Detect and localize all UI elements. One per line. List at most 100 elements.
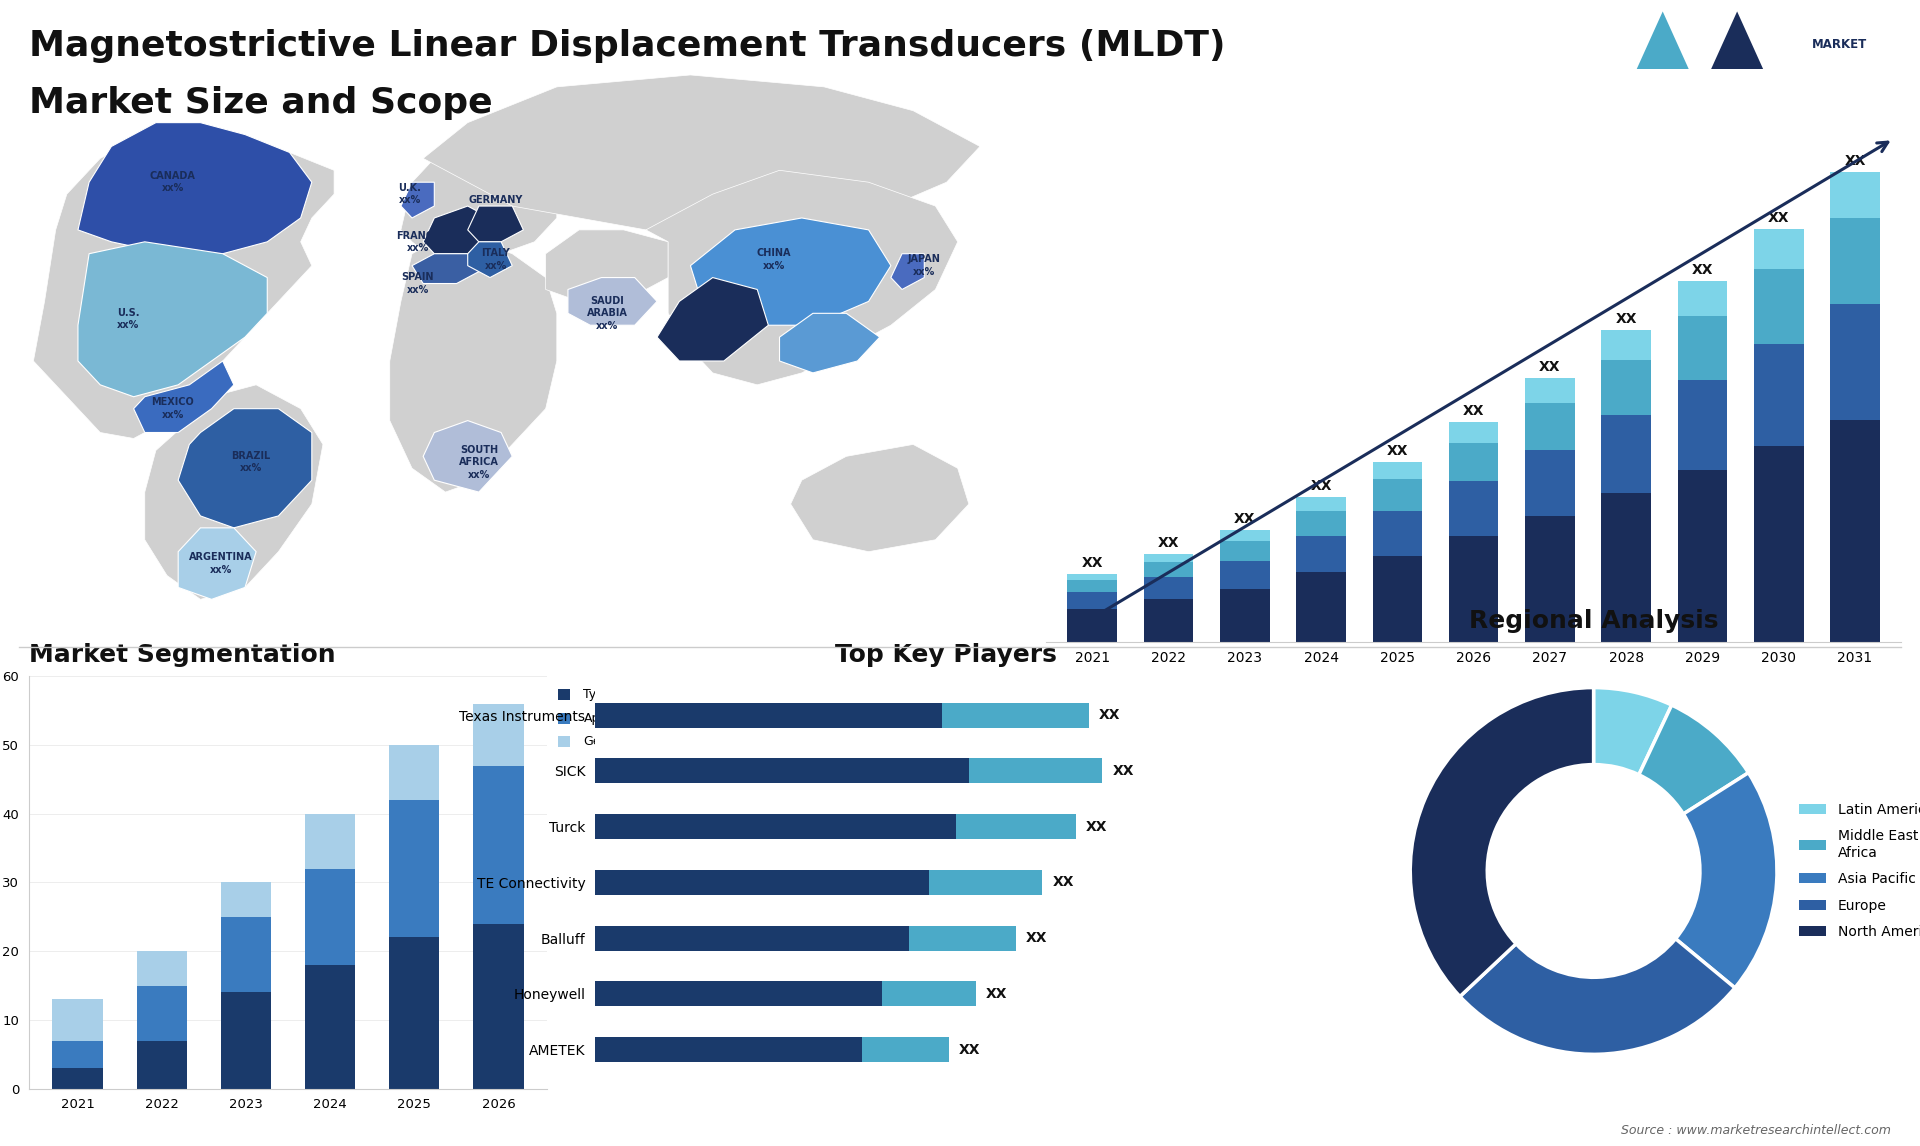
Bar [1373, 511, 1423, 556]
Text: XX: XX [1098, 708, 1121, 722]
Wedge shape [1459, 939, 1736, 1054]
Polygon shape [468, 206, 524, 242]
Bar [1524, 449, 1574, 516]
Text: MARKET: MARKET [1812, 38, 1866, 50]
Polygon shape [791, 445, 970, 551]
Text: XX: XX [1692, 262, 1713, 276]
Text: U.K.
xx%: U.K. xx% [397, 183, 420, 205]
Bar [881, 981, 975, 1006]
Bar [390, 800, 440, 937]
Polygon shape [33, 123, 334, 439]
Bar [1219, 529, 1269, 541]
Bar [1830, 218, 1880, 304]
Bar [1755, 344, 1803, 446]
Bar [1524, 378, 1574, 403]
Bar [390, 745, 440, 800]
Bar [1296, 511, 1346, 536]
Text: ARGENTINA
xx%: ARGENTINA xx% [188, 552, 252, 575]
Text: U.S.
xx%: U.S. xx% [117, 308, 140, 330]
Bar [1678, 470, 1728, 642]
Polygon shape [134, 361, 234, 432]
Bar [221, 992, 271, 1089]
Bar [1296, 572, 1346, 642]
Text: Market Segmentation: Market Segmentation [29, 643, 336, 667]
Bar [595, 702, 943, 728]
Bar [1830, 172, 1880, 218]
Text: XX: XX [1540, 360, 1561, 374]
Text: XX: XX [1615, 313, 1638, 327]
Polygon shape [780, 313, 879, 372]
Text: XX: XX [1052, 876, 1073, 889]
Text: RESEARCH: RESEARCH [1812, 74, 1882, 87]
Bar [595, 981, 881, 1006]
Wedge shape [1676, 772, 1776, 988]
Bar [1830, 419, 1880, 642]
Polygon shape [545, 230, 668, 301]
Bar [52, 1068, 104, 1089]
Bar [1296, 536, 1346, 572]
Bar [1755, 269, 1803, 344]
Bar [1830, 304, 1880, 419]
Bar [1755, 229, 1803, 269]
Polygon shape [422, 74, 979, 230]
Polygon shape [568, 277, 657, 325]
Text: INTELLECT: INTELLECT [1812, 110, 1882, 124]
Title: Regional Analysis: Regional Analysis [1469, 609, 1718, 633]
Polygon shape [422, 421, 513, 492]
Text: SOUTH
AFRICA
xx%: SOUTH AFRICA xx% [459, 445, 499, 480]
Bar [595, 759, 970, 784]
Bar [1296, 497, 1346, 511]
Polygon shape [390, 242, 557, 492]
Text: XX: XX [1235, 512, 1256, 526]
Bar [1601, 493, 1651, 642]
Text: MEXICO
xx%: MEXICO xx% [152, 398, 194, 419]
Polygon shape [144, 385, 323, 599]
Text: FRANCE
xx%: FRANCE xx% [396, 230, 440, 253]
Bar [390, 937, 440, 1089]
Bar [1601, 330, 1651, 360]
Polygon shape [657, 277, 768, 361]
Text: XX: XX [1081, 556, 1102, 570]
Bar [472, 704, 524, 766]
Polygon shape [79, 242, 267, 397]
Polygon shape [401, 147, 557, 266]
Polygon shape [1603, 11, 1722, 143]
Polygon shape [1678, 78, 1738, 143]
Bar [1219, 541, 1269, 560]
Text: XX: XX [1386, 445, 1407, 458]
Bar [1755, 446, 1803, 642]
Text: XX: XX [1309, 479, 1332, 493]
Bar [1373, 479, 1423, 511]
Bar [1068, 581, 1117, 592]
Bar [1144, 554, 1192, 563]
Polygon shape [413, 253, 478, 283]
Bar [1678, 380, 1728, 470]
Bar [1068, 609, 1117, 642]
Bar [929, 870, 1043, 895]
Text: Market Size and Scope: Market Size and Scope [29, 86, 492, 120]
Bar [1450, 481, 1498, 536]
Bar [472, 924, 524, 1089]
Polygon shape [645, 171, 958, 385]
Text: XX: XX [1112, 764, 1135, 778]
Wedge shape [1594, 688, 1672, 775]
Bar [1601, 415, 1651, 493]
Bar [956, 814, 1075, 839]
Polygon shape [1678, 11, 1797, 143]
Bar [1450, 444, 1498, 481]
Bar [1678, 281, 1728, 315]
Legend: Type, Application, Geography: Type, Application, Geography [553, 682, 659, 753]
Bar [595, 1037, 862, 1062]
Text: XX: XX [1463, 405, 1484, 418]
Bar [1373, 462, 1423, 479]
Bar [1678, 315, 1728, 380]
Bar [1144, 598, 1192, 642]
Bar [1450, 422, 1498, 444]
Bar [1068, 574, 1117, 581]
Polygon shape [79, 123, 311, 253]
Bar [1373, 556, 1423, 642]
Bar [472, 766, 524, 924]
Title: Top Key Players: Top Key Players [835, 643, 1056, 667]
Bar [305, 814, 355, 869]
Text: XX: XX [1768, 211, 1789, 226]
